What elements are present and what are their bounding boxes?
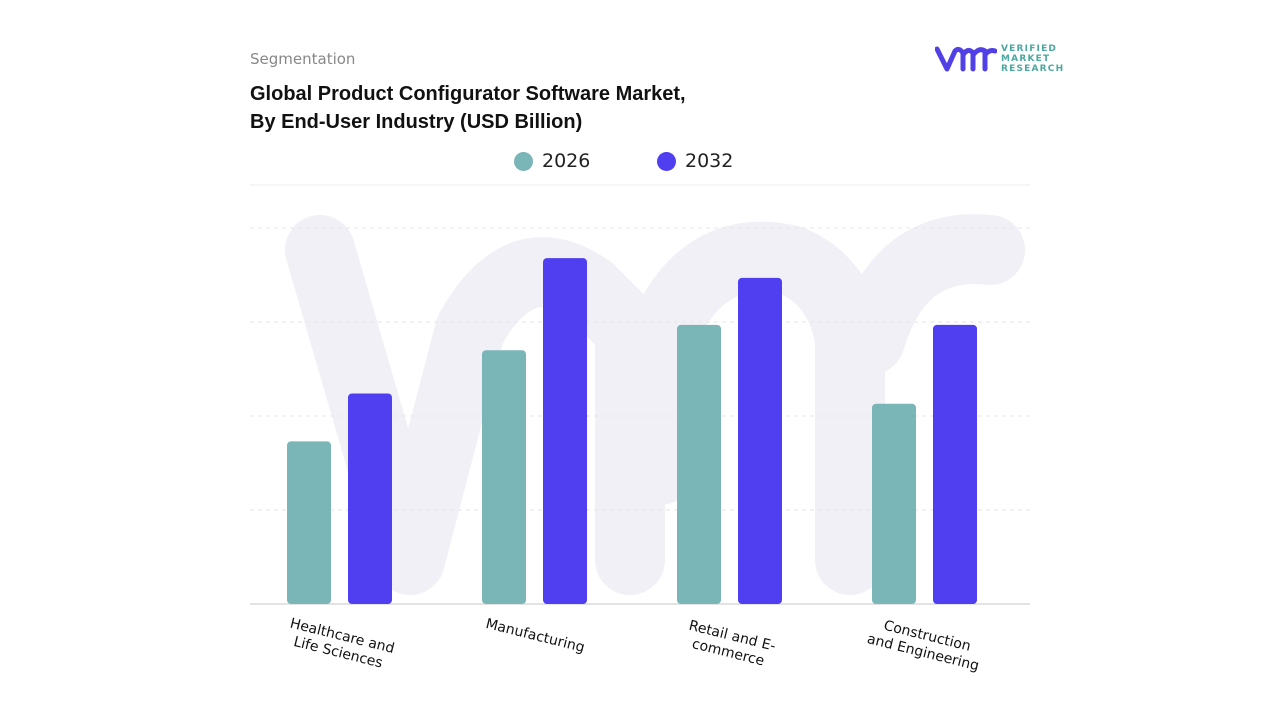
logo: VERIFIED MARKET RESEARCH — [935, 44, 1064, 74]
logo-text: MARKET — [1001, 54, 1051, 64]
legend-item-2026: 2026 — [514, 150, 590, 172]
segment-label: Segmentation — [250, 50, 356, 68]
bar-2032 — [543, 258, 587, 604]
bar-2026 — [482, 350, 526, 604]
bar-2026 — [872, 403, 916, 604]
chart-title: Global Product Configurator Software Mar… — [250, 80, 686, 136]
vmr-logo-icon — [935, 46, 997, 72]
logo-text: VERIFIED — [1001, 44, 1058, 54]
legend-label: 2032 — [685, 150, 734, 172]
watermark-icon — [285, 214, 1025, 595]
legend-item-2032: 2032 — [657, 150, 733, 172]
legend-label: 2026 — [542, 150, 591, 172]
title-line-2: By End-User Industry (USD Billion) — [250, 111, 583, 133]
bar-2032 — [933, 324, 977, 604]
bar-2032 — [348, 393, 392, 604]
bar-2026 — [287, 441, 331, 604]
bar-2026 — [677, 324, 721, 604]
legend-swatch-2032 — [657, 151, 676, 171]
logo-text: RESEARCH — [1001, 64, 1065, 74]
title-line-1: Global Product Configurator Software Mar… — [250, 83, 686, 105]
bar-2032 — [738, 277, 782, 604]
legend-swatch-2026 — [514, 151, 533, 171]
